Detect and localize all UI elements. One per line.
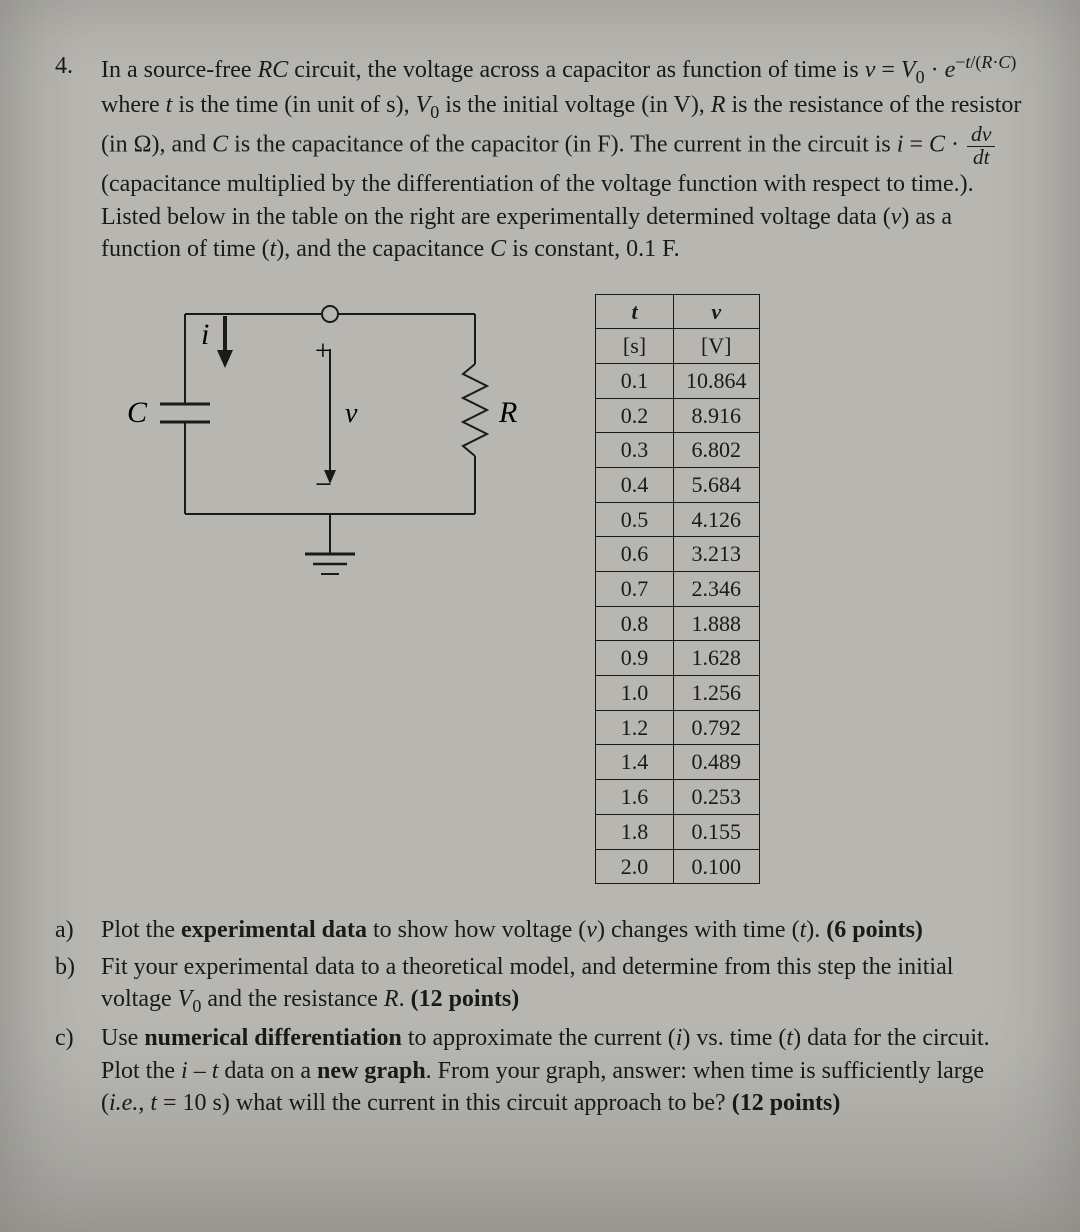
- table-row: 1.60.253: [596, 780, 760, 815]
- table-cell: 0.253: [674, 780, 760, 815]
- table-row: 0.54.126: [596, 502, 760, 537]
- label-R: R: [498, 396, 517, 429]
- table-cell: 0.1: [596, 363, 674, 398]
- table-cell: 8.916: [674, 398, 760, 433]
- table-row: 0.45.684: [596, 467, 760, 502]
- table-cell: 0.792: [674, 710, 760, 745]
- col-header-t: t: [596, 294, 674, 329]
- label-C: C: [127, 396, 148, 429]
- table-cell: 0.6: [596, 537, 674, 572]
- table-row: 0.91.628: [596, 641, 760, 676]
- table-cell: 3.213: [674, 537, 760, 572]
- table-cell: 1.2: [596, 710, 674, 745]
- table-cell: 10.864: [674, 363, 760, 398]
- table-cell: 1.4: [596, 745, 674, 780]
- table-row: 1.80.155: [596, 814, 760, 849]
- label-minus: −: [315, 468, 332, 501]
- col-unit-v: [V]: [674, 329, 760, 364]
- question-b-label: b): [55, 951, 87, 1018]
- table-row: 1.20.792: [596, 710, 760, 745]
- table-cell: 1.0: [596, 676, 674, 711]
- table-row: 0.81.888: [596, 606, 760, 641]
- table-cell: 1.256: [674, 676, 760, 711]
- table-cell: 0.8: [596, 606, 674, 641]
- question-a-text: Plot the experimental data to show how v…: [101, 914, 923, 946]
- label-v: v: [345, 398, 358, 429]
- question-a: a) Plot the experimental data to show ho…: [55, 914, 1025, 946]
- table-cell: 0.2: [596, 398, 674, 433]
- question-c-label: c): [55, 1022, 87, 1119]
- question-c-text: Use numerical differentiation to approxi…: [101, 1022, 1025, 1119]
- table-cell: 1.8: [596, 814, 674, 849]
- table-row: 2.00.100: [596, 849, 760, 884]
- table-cell: 0.9: [596, 641, 674, 676]
- table-cell: 2.0: [596, 849, 674, 884]
- questions: a) Plot the experimental data to show ho…: [55, 914, 1025, 1119]
- table-row: 0.28.916: [596, 398, 760, 433]
- table-cell: 0.4: [596, 467, 674, 502]
- table-cell: 6.802: [674, 433, 760, 468]
- question-c: c) Use numerical differentiation to appr…: [55, 1022, 1025, 1119]
- table-row: 0.110.864: [596, 363, 760, 398]
- table-cell: 4.126: [674, 502, 760, 537]
- table-row: 1.40.489: [596, 745, 760, 780]
- problem-body: In a source-free RC circuit, the voltage…: [101, 50, 1025, 266]
- table-cell: 0.5: [596, 502, 674, 537]
- table-cell: 0.3: [596, 433, 674, 468]
- table-cell: 0.100: [674, 849, 760, 884]
- label-plus: +: [315, 336, 331, 367]
- col-header-v: v: [674, 294, 760, 329]
- table-row: 0.72.346: [596, 572, 760, 607]
- table-cell: 2.346: [674, 572, 760, 607]
- table-cell: 1.6: [596, 780, 674, 815]
- table-cell: 0.155: [674, 814, 760, 849]
- table-cell: 1.628: [674, 641, 760, 676]
- voltage-time-table: t v [s] [V] 0.110.8640.28.9160.36.8020.4…: [595, 294, 760, 885]
- figure-and-table-row: i C v R + − t v [s] [V] 0.110.8640.28.91…: [55, 294, 1025, 885]
- question-b: b) Fit your experimental data to a theor…: [55, 951, 1025, 1018]
- col-unit-t: [s]: [596, 329, 674, 364]
- question-a-label: a): [55, 914, 87, 946]
- circuit-diagram: i C v R + −: [115, 294, 545, 623]
- label-i: i: [201, 318, 209, 351]
- table-cell: 0.489: [674, 745, 760, 780]
- table-row: 0.36.802: [596, 433, 760, 468]
- table-row: 0.63.213: [596, 537, 760, 572]
- table-body: 0.110.8640.28.9160.36.8020.45.6840.54.12…: [596, 363, 760, 883]
- question-b-text: Fit your experimental data to a theoreti…: [101, 951, 1025, 1018]
- table-row: 1.01.256: [596, 676, 760, 711]
- table-cell: 1.888: [674, 606, 760, 641]
- problem-statement: 4. In a source-free RC circuit, the volt…: [55, 50, 1025, 266]
- table-cell: 5.684: [674, 467, 760, 502]
- table-cell: 0.7: [596, 572, 674, 607]
- problem-number: 4.: [55, 50, 87, 266]
